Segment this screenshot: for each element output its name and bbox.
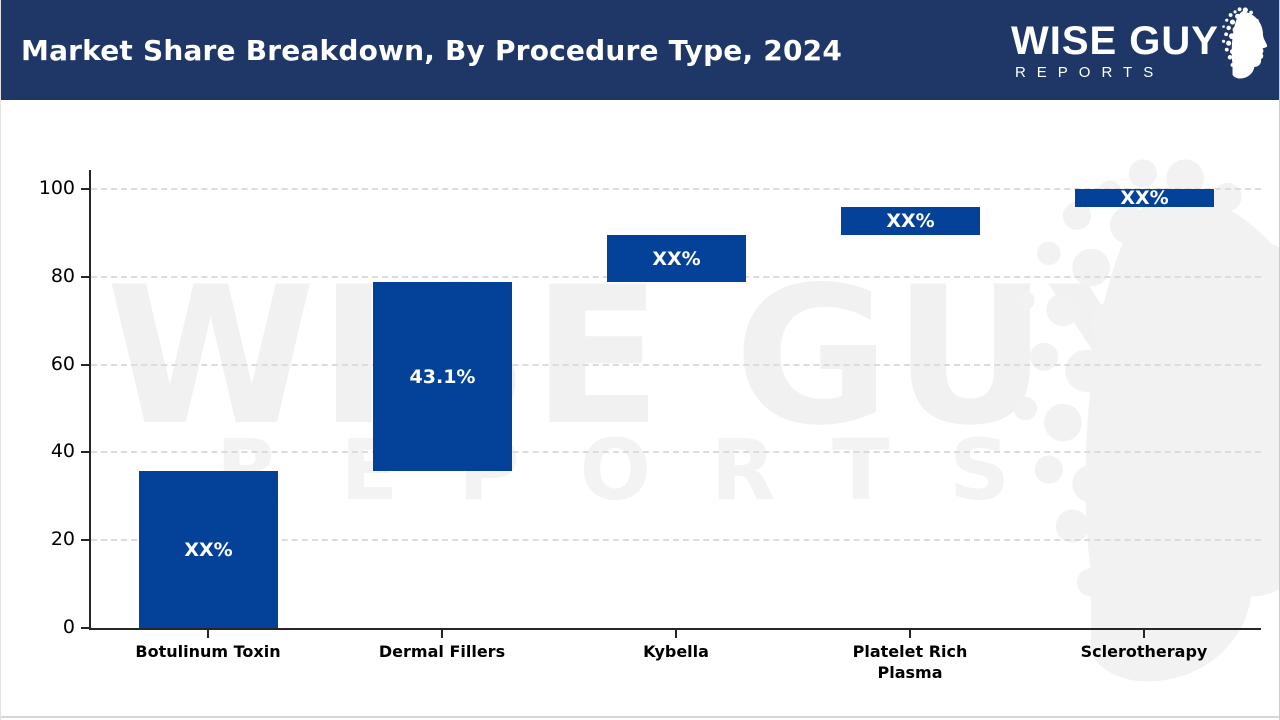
brand-subname: REPORTS: [1014, 64, 1165, 81]
bar-sclerotherapy: XX%: [1075, 187, 1214, 209]
x-tick-label: Platelet Rich Plasma: [852, 642, 968, 682]
y-tick-label: 80: [50, 264, 75, 287]
page-title: Market Share Breakdown, By Procedure Typ…: [21, 33, 843, 67]
y-tick-mark: [81, 627, 89, 629]
watermark-wiseguy-text: WISE GUY: [106, 246, 1191, 467]
y-tick-mark: [81, 363, 89, 366]
bar-value-label: XX%: [1120, 187, 1169, 209]
bar-value-label: XX%: [652, 247, 701, 270]
x-tick-label: Sclerotherapy: [1080, 642, 1208, 661]
gridline: [91, 188, 1261, 190]
x-tick-mark: [441, 630, 443, 638]
x-tick-mark: [909, 630, 911, 638]
bar-value-label: 43.1%: [409, 365, 476, 388]
bar-value-label: XX%: [184, 538, 233, 561]
y-tick-label: 0: [62, 616, 75, 638]
brand-logo: WISE GUY REPORTS: [1011, 4, 1269, 83]
gridline: [91, 539, 1261, 542]
bar-dermal-fillers: 43.1%: [373, 282, 512, 471]
y-tick-mark: [81, 451, 89, 454]
gridline: [91, 363, 1261, 366]
y-tick-label: 20: [50, 528, 75, 551]
x-tick-mark: [675, 630, 677, 638]
x-tick-mark: [1143, 630, 1145, 638]
bar-platelet-rich-plasma: XX%: [841, 207, 980, 235]
y-tick-mark: [81, 539, 89, 542]
watermark-reports-text: REPORTS: [216, 421, 1070, 519]
plot-area: 0 20 40 60 80 100 XX% Botulinum Toxin 43.1% Derma…: [39, 170, 1261, 682]
y-tick-mark: [81, 188, 89, 190]
x-tick-label: Dermal Fillers: [378, 642, 506, 661]
bar-botulinum-toxin: XX%: [139, 471, 278, 628]
y-tick-label: 100: [38, 177, 75, 199]
y-tick-label: 40: [50, 440, 75, 463]
x-tick-label: Botulinum Toxin: [135, 642, 281, 661]
bar-kybella: XX%: [607, 235, 746, 282]
bottom-border-line: [1, 716, 1279, 718]
header-bar: Market Share Breakdown, By Procedure Typ…: [1, 0, 1279, 100]
gridline: [91, 451, 1261, 454]
brand-logo-text: WISE GUY REPORTS: [1011, 21, 1219, 80]
x-tick-mark: [207, 630, 209, 638]
brand-name: WISE GUY: [1010, 19, 1219, 63]
bar-value-label: XX%: [886, 210, 935, 232]
x-tick-label: Kybella: [643, 642, 709, 661]
y-tick-mark: [81, 275, 89, 278]
brand-head-icon: [1221, 7, 1268, 79]
y-tick-label: 60: [50, 352, 75, 375]
